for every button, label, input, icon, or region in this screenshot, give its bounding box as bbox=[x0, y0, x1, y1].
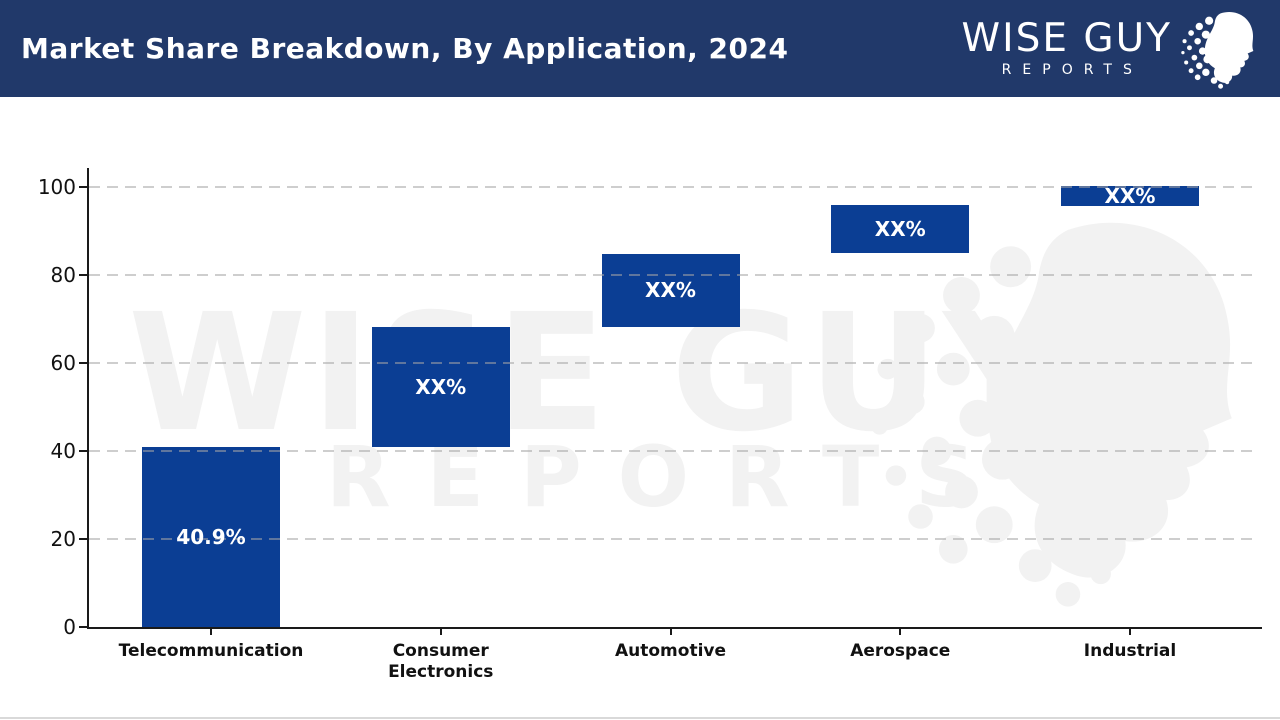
x-tick-4 bbox=[1129, 627, 1131, 635]
y-tick-label-60: 60 bbox=[50, 351, 76, 375]
bar-value-label: XX% bbox=[1104, 184, 1156, 209]
y-tick-label-100: 100 bbox=[37, 175, 76, 199]
page-title: Market Share Breakdown, By Application, … bbox=[21, 32, 789, 65]
y-tick-0 bbox=[79, 626, 87, 628]
gridline-20 bbox=[89, 538, 1258, 540]
gridline-40 bbox=[89, 450, 1258, 452]
y-tick-40 bbox=[79, 450, 87, 452]
x-tick-1 bbox=[439, 627, 442, 635]
x-tick-0 bbox=[210, 627, 212, 635]
watermark-text-wiseguy: WISE GUY bbox=[128, 280, 1065, 468]
bar-value-label: 40.9% bbox=[176, 525, 246, 550]
y-axis-line bbox=[87, 168, 89, 629]
bar-value-label: XX% bbox=[645, 278, 696, 303]
y-tick-label-20: 20 bbox=[50, 527, 76, 551]
wise-guy-reports-logo: WISE GUY REPORTS bbox=[962, 9, 1264, 89]
y-tick-20 bbox=[79, 538, 87, 540]
bar-industrial[interactable] bbox=[1061, 186, 1199, 206]
x-tick-label-2: Automotive bbox=[614, 641, 727, 661]
logo-wiseguy-text: WISE GUY bbox=[961, 16, 1172, 61]
x-tick-label-3: Aerospace bbox=[850, 641, 951, 661]
bar-aerospace[interactable] bbox=[831, 205, 970, 254]
x-tick-3 bbox=[899, 627, 902, 635]
x-tick-label-0: Telecommunication bbox=[118, 641, 304, 661]
logo-head-icon bbox=[1181, 11, 1254, 89]
y-tick-60 bbox=[79, 362, 87, 364]
gridline-60 bbox=[89, 362, 1258, 364]
x-tick-label-1: Consumer Electronics bbox=[388, 641, 494, 683]
watermark-head-icon bbox=[871, 222, 1232, 607]
header-bar: Market Share Breakdown, By Application, … bbox=[0, 0, 1280, 97]
logo-text: WISE GUY REPORTS bbox=[962, 19, 1172, 78]
y-tick-label-80: 80 bbox=[50, 263, 76, 287]
gridline-100 bbox=[89, 186, 1258, 188]
bar-automotive[interactable] bbox=[601, 253, 740, 327]
bar-value-label: XX% bbox=[874, 217, 926, 242]
x-axis-line bbox=[87, 627, 1262, 629]
logo-reports-text: REPORTS bbox=[1001, 62, 1143, 78]
x-tick-label-4: Industrial bbox=[1083, 641, 1177, 661]
y-tick-80 bbox=[79, 274, 87, 276]
gridline-80 bbox=[89, 274, 1258, 276]
y-tick-label-40: 40 bbox=[50, 439, 76, 463]
bar-telecommunication[interactable] bbox=[142, 447, 280, 627]
bottom-divider bbox=[0, 717, 1280, 719]
y-tick-100 bbox=[79, 186, 87, 188]
x-tick-2 bbox=[669, 627, 672, 635]
bar-consumer-electronics[interactable] bbox=[371, 326, 510, 448]
y-tick-label-0: 0 bbox=[63, 615, 76, 639]
bar-value-label: XX% bbox=[415, 374, 467, 399]
